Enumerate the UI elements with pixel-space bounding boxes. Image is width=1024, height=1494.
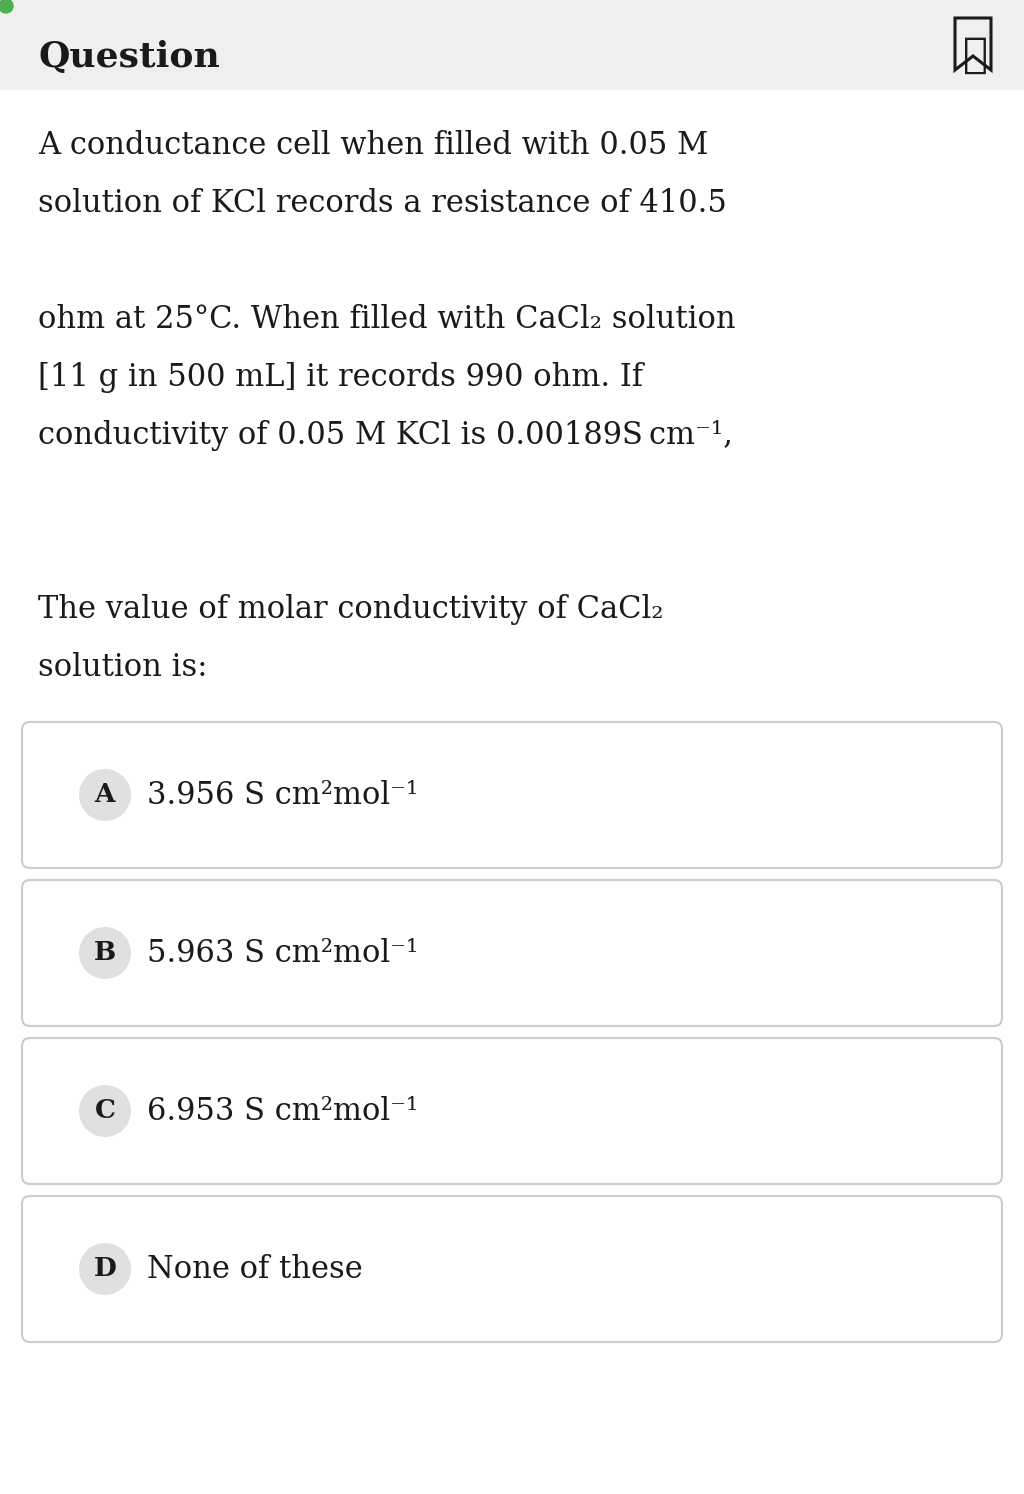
Text: ohm at 25°C. When filled with CaCl₂ solution: ohm at 25°C. When filled with CaCl₂ solu… <box>38 303 735 335</box>
FancyBboxPatch shape <box>22 880 1002 1026</box>
Text: A conductance cell when filled with 0.05 M: A conductance cell when filled with 0.05… <box>38 130 709 161</box>
Text: 6.953 S cm²mol⁻¹: 6.953 S cm²mol⁻¹ <box>147 1095 419 1126</box>
Text: D: D <box>93 1256 117 1282</box>
Text: The value of molar conductivity of CaCl₂: The value of molar conductivity of CaCl₂ <box>38 595 664 624</box>
Text: solution of KCl records a resistance of 410.5: solution of KCl records a resistance of … <box>38 188 727 220</box>
Ellipse shape <box>79 1085 131 1137</box>
Text: 3.956 S cm²mol⁻¹: 3.956 S cm²mol⁻¹ <box>147 780 419 811</box>
FancyBboxPatch shape <box>22 722 1002 868</box>
Text: solution is:: solution is: <box>38 651 208 683</box>
Ellipse shape <box>79 1243 131 1295</box>
Text: 5.963 S cm²mol⁻¹: 5.963 S cm²mol⁻¹ <box>147 938 419 968</box>
Text: None of these: None of these <box>147 1253 362 1285</box>
Text: Question: Question <box>38 40 220 75</box>
FancyBboxPatch shape <box>0 0 1024 90</box>
Text: conductivity of 0.05 M KCl is 0.00189S cm⁻¹,: conductivity of 0.05 M KCl is 0.00189S c… <box>38 420 733 451</box>
Text: A: A <box>95 783 116 807</box>
Text: ⎕: ⎕ <box>963 34 987 76</box>
Ellipse shape <box>79 769 131 822</box>
Circle shape <box>0 0 13 13</box>
FancyBboxPatch shape <box>22 1038 1002 1185</box>
Text: C: C <box>94 1098 116 1123</box>
FancyBboxPatch shape <box>22 1197 1002 1342</box>
Text: [11 g in 500 mL] it records 990 ohm. If: [11 g in 500 mL] it records 990 ohm. If <box>38 362 643 393</box>
Text: B: B <box>94 941 116 965</box>
Ellipse shape <box>79 926 131 979</box>
